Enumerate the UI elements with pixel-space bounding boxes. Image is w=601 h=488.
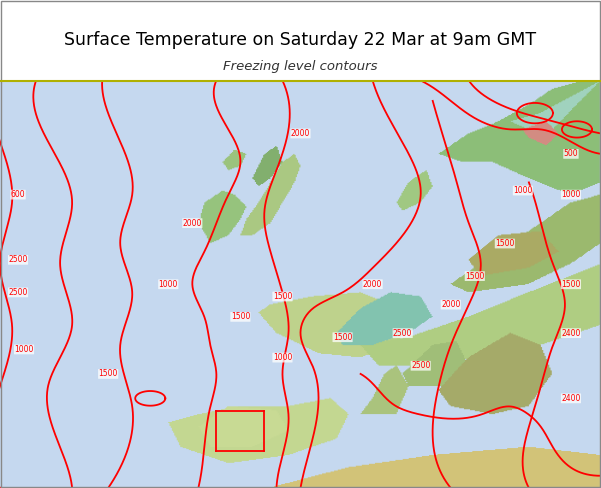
Text: 2000: 2000 xyxy=(291,129,310,138)
Text: 1500: 1500 xyxy=(465,272,484,281)
Text: 600: 600 xyxy=(11,190,25,199)
Text: 1000: 1000 xyxy=(273,353,292,362)
Text: 2400: 2400 xyxy=(561,328,581,338)
Text: 1500: 1500 xyxy=(333,333,352,342)
Text: 500: 500 xyxy=(564,149,578,159)
Text: 1500: 1500 xyxy=(231,312,250,322)
Text: 1500: 1500 xyxy=(561,280,581,289)
Text: 2500: 2500 xyxy=(8,255,28,264)
Text: 1500: 1500 xyxy=(99,369,118,378)
Text: 1500: 1500 xyxy=(495,239,514,248)
Text: 2500: 2500 xyxy=(393,328,412,338)
Text: 2000: 2000 xyxy=(363,280,382,289)
Text: 1500: 1500 xyxy=(273,292,292,301)
Text: 2000: 2000 xyxy=(183,219,202,227)
Text: 1000: 1000 xyxy=(561,190,581,199)
Text: 1000: 1000 xyxy=(14,345,34,354)
Text: 1000: 1000 xyxy=(159,280,178,289)
Text: 2400: 2400 xyxy=(561,394,581,403)
Text: Freezing level contours: Freezing level contours xyxy=(223,61,378,73)
Text: 2000: 2000 xyxy=(441,300,460,309)
Text: 2500: 2500 xyxy=(8,288,28,297)
Text: 2500: 2500 xyxy=(411,361,430,370)
Text: 1000: 1000 xyxy=(513,186,532,195)
Text: Surface Temperature on Saturday 22 Mar at 9am GMT: Surface Temperature on Saturday 22 Mar a… xyxy=(64,31,537,49)
